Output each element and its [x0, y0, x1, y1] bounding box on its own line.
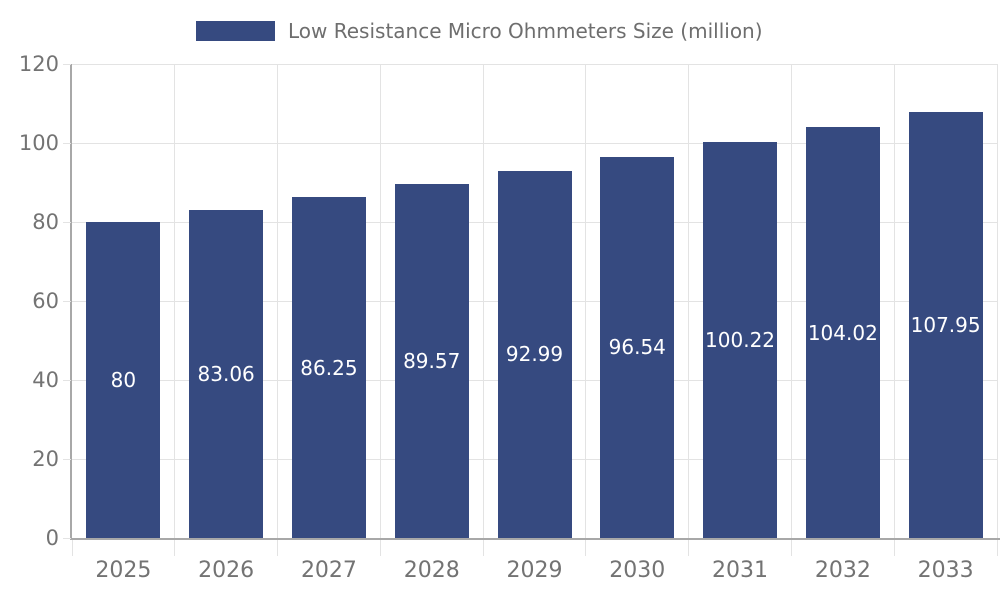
x-axis-tick-label: 2033 — [917, 558, 974, 583]
x-axis-tick — [688, 540, 690, 556]
bar-2027[interactable]: 86.25 — [291, 197, 366, 538]
x-axis-tick — [174, 540, 176, 556]
y-axis-tick-label: 120 — [18, 52, 59, 76]
y-axis-tick — [63, 458, 71, 460]
gridline-horizontal — [72, 63, 997, 65]
x-axis-tick — [482, 540, 484, 556]
legend[interactable]: Low Resistance Micro Ohmmeters Size (mil… — [196, 17, 763, 45]
x-axis-tick-label: 2028 — [403, 558, 460, 583]
bar-2029[interactable]: 92.99 — [497, 170, 572, 538]
gridline-vertical — [174, 64, 176, 538]
x-axis-line — [70, 538, 1000, 540]
x-axis-tick-label: 2032 — [814, 558, 871, 583]
gridline-vertical — [379, 64, 381, 538]
bar-2026[interactable]: 83.06 — [189, 209, 264, 538]
bar-value-label: 100.22 — [705, 328, 776, 353]
y-axis-tick-label: 60 — [32, 289, 59, 313]
gridline-vertical — [790, 64, 792, 538]
x-axis-tick-label: 2031 — [712, 558, 769, 583]
bar-value-label: 92.99 — [505, 342, 564, 367]
x-axis-tick-label: 2030 — [609, 558, 666, 583]
bar-value-label: 89.57 — [403, 349, 461, 374]
bar-2025[interactable]: 80 — [86, 222, 161, 538]
plot-area: 80 83.06 86.25 89.57 92.99 96.54 100.22 104.02 1… — [72, 63, 998, 538]
x-axis-tick — [585, 540, 587, 556]
bar-2032[interactable]: 104.02 — [805, 127, 880, 538]
x-axis-tick — [790, 540, 792, 556]
y-axis-tick — [63, 537, 71, 539]
bar-value-label: 86.25 — [300, 355, 358, 380]
bar-value-label: 80 — [110, 368, 137, 392]
legend-swatch — [196, 21, 275, 41]
bar-value-label: 104.02 — [807, 320, 878, 345]
gridline-vertical — [688, 64, 690, 538]
gridline-vertical — [996, 64, 998, 538]
bar-value-label: 107.95 — [910, 312, 981, 337]
gridline-vertical — [277, 64, 279, 538]
bar-2030[interactable]: 96.54 — [600, 156, 675, 538]
gridline-vertical — [482, 64, 484, 538]
y-axis-tick-label: 80 — [32, 210, 59, 234]
x-axis-tick — [996, 540, 998, 556]
y-axis-tick — [63, 221, 71, 223]
x-axis-tick-label: 2027 — [300, 558, 357, 583]
y-axis-tick-label: 20 — [32, 447, 59, 471]
y-axis-line — [70, 64, 72, 540]
bar-2028[interactable]: 89.57 — [394, 184, 469, 538]
gridline-vertical — [585, 64, 587, 538]
bar-value-label: 96.54 — [608, 335, 666, 360]
x-axis-tick — [71, 540, 73, 556]
gridline-vertical — [893, 64, 895, 538]
legend-label: Low Resistance Micro Ohmmeters Size (mil… — [288, 19, 763, 43]
y-axis-tick-label: 100 — [18, 131, 59, 155]
bar-value-label: 83.06 — [197, 361, 255, 386]
bar-2033[interactable]: 107.95 — [908, 111, 983, 538]
x-axis-tick — [893, 540, 895, 556]
y-axis-tick — [63, 63, 71, 65]
y-axis-tick — [63, 379, 71, 381]
bar-2031[interactable]: 100.22 — [703, 142, 778, 538]
x-axis-tick — [277, 540, 279, 556]
x-axis-tick-label: 2029 — [506, 558, 563, 583]
x-axis-tick — [379, 540, 381, 556]
gridline-horizontal — [72, 142, 997, 144]
y-axis-tick-label: 40 — [32, 368, 59, 392]
y-axis-tick-label: 0 — [45, 526, 59, 550]
y-axis-tick — [63, 142, 71, 144]
x-axis-tick-label: 2026 — [198, 558, 255, 583]
y-axis-tick — [63, 300, 71, 302]
x-axis-tick-label: 2025 — [95, 558, 152, 583]
